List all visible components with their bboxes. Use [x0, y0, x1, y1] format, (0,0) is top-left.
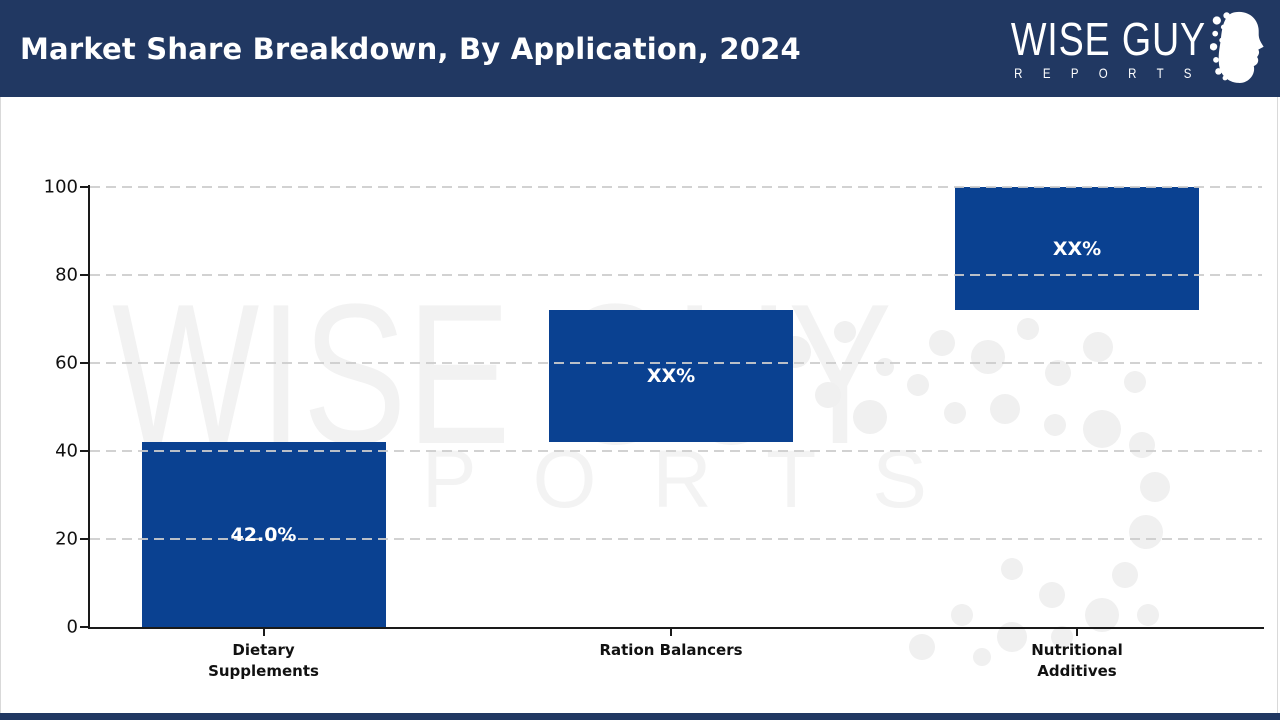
x-tick-mark-ration-balancers — [670, 629, 672, 636]
gridline-60 — [90, 362, 1262, 364]
y-tick-label-60: 60 — [55, 352, 78, 374]
bar-nutritional-additives — [955, 187, 1199, 311]
dotted-face-icon — [1210, 11, 1264, 83]
footer-bar — [0, 713, 1280, 720]
x-tick-label-dietary-supplements: Dietary Supplements — [208, 641, 319, 680]
bar-ration-balancers — [549, 310, 793, 443]
bar-label-dietary-supplements: 42.0% — [230, 523, 297, 546]
bar-label-ration-balancers: XX% — [646, 365, 696, 388]
logo-wordmark: WISE GUY — [1010, 12, 1206, 65]
y-tick-mark-0 — [80, 626, 88, 628]
logo-subtitle: R E P O R T S — [1014, 64, 1201, 81]
x-tick-label-ration-balancers: Ration Balancers — [599, 641, 743, 659]
y-tick-label-80: 80 — [55, 264, 78, 286]
gridline-20 — [90, 538, 1262, 540]
bar-label-nutritional-additives: XX% — [1052, 237, 1102, 260]
y-tick-mark-80 — [80, 274, 88, 276]
gridline-100 — [90, 186, 1262, 188]
x-axis-line — [88, 627, 1264, 629]
gridline-80 — [90, 274, 1262, 276]
x-tick-label-nutritional-additives: Nutritional Additives — [1031, 641, 1123, 680]
logo-text: WISE GUY R E P O R T S — [1011, 16, 1206, 81]
bar-dietary-supplements — [141, 442, 386, 627]
page-title: Market Share Breakdown, By Application, … — [20, 31, 801, 66]
y-tick-mark-60 — [80, 362, 88, 364]
y-tick-label-20: 20 — [55, 528, 78, 550]
wise-guy-reports-logo: WISE GUY R E P O R T S — [968, 9, 1268, 87]
y-tick-mark-100 — [80, 186, 88, 188]
y-tick-mark-40 — [80, 450, 88, 452]
y-tick-label-100: 100 — [43, 176, 78, 198]
x-tick-mark-dietary-supplements — [262, 629, 265, 636]
header-bar: Market Share Breakdown, By Application, … — [0, 0, 1280, 97]
gridline-40 — [90, 450, 1262, 452]
y-tick-label-40: 40 — [55, 440, 78, 462]
y-tick-label-0: 0 — [66, 616, 78, 638]
x-tick-mark-nutritional-additives — [1076, 629, 1078, 636]
y-tick-mark-20 — [80, 538, 88, 540]
y-axis-line — [88, 185, 90, 629]
